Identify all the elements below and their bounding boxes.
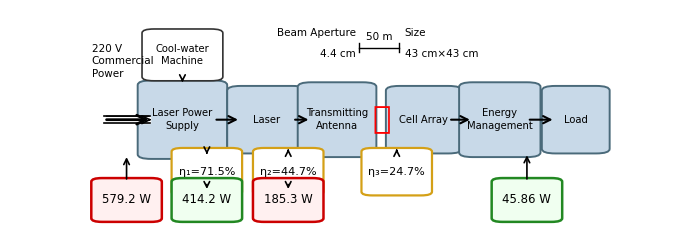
Text: 4.4 cm: 4.4 cm xyxy=(321,50,356,59)
FancyBboxPatch shape xyxy=(253,178,323,222)
Text: Beam Aperture: Beam Aperture xyxy=(277,27,356,37)
FancyBboxPatch shape xyxy=(253,148,323,196)
Text: 185.3 W: 185.3 W xyxy=(264,193,313,206)
FancyBboxPatch shape xyxy=(91,178,162,222)
FancyBboxPatch shape xyxy=(228,86,306,153)
FancyBboxPatch shape xyxy=(361,148,432,196)
Text: 43 cm×43 cm: 43 cm×43 cm xyxy=(405,50,478,59)
Text: 𝑵: 𝑵 xyxy=(372,105,391,134)
Text: 579.2 W: 579.2 W xyxy=(102,193,151,206)
FancyBboxPatch shape xyxy=(138,80,228,159)
Polygon shape xyxy=(104,117,150,123)
Text: Laser Power
Supply: Laser Power Supply xyxy=(153,109,213,131)
Text: Cell Array: Cell Array xyxy=(400,115,448,125)
Text: η₁=71.5%: η₁=71.5% xyxy=(178,167,235,177)
Text: Size: Size xyxy=(405,27,426,37)
Text: 45.86 W: 45.86 W xyxy=(503,193,552,206)
FancyBboxPatch shape xyxy=(172,148,242,196)
Text: Load: Load xyxy=(564,115,588,125)
FancyBboxPatch shape xyxy=(386,86,462,153)
Text: η₃=24.7%: η₃=24.7% xyxy=(368,167,425,177)
Text: 50 m: 50 m xyxy=(366,32,392,42)
Text: 414.2 W: 414.2 W xyxy=(182,193,232,206)
Text: Laser: Laser xyxy=(253,115,280,125)
Text: 220 V
Commercial
Power: 220 V Commercial Power xyxy=(92,44,155,79)
Text: η₂=44.7%: η₂=44.7% xyxy=(260,167,316,177)
Text: Energy
Management: Energy Management xyxy=(467,109,533,131)
FancyBboxPatch shape xyxy=(142,29,223,81)
FancyBboxPatch shape xyxy=(298,82,377,157)
FancyBboxPatch shape xyxy=(542,86,610,153)
FancyBboxPatch shape xyxy=(172,178,242,222)
FancyBboxPatch shape xyxy=(459,82,540,157)
Text: Transmitting
Antenna: Transmitting Antenna xyxy=(306,109,368,131)
FancyBboxPatch shape xyxy=(491,178,562,222)
Text: Cool-water
Machine: Cool-water Machine xyxy=(155,44,209,66)
